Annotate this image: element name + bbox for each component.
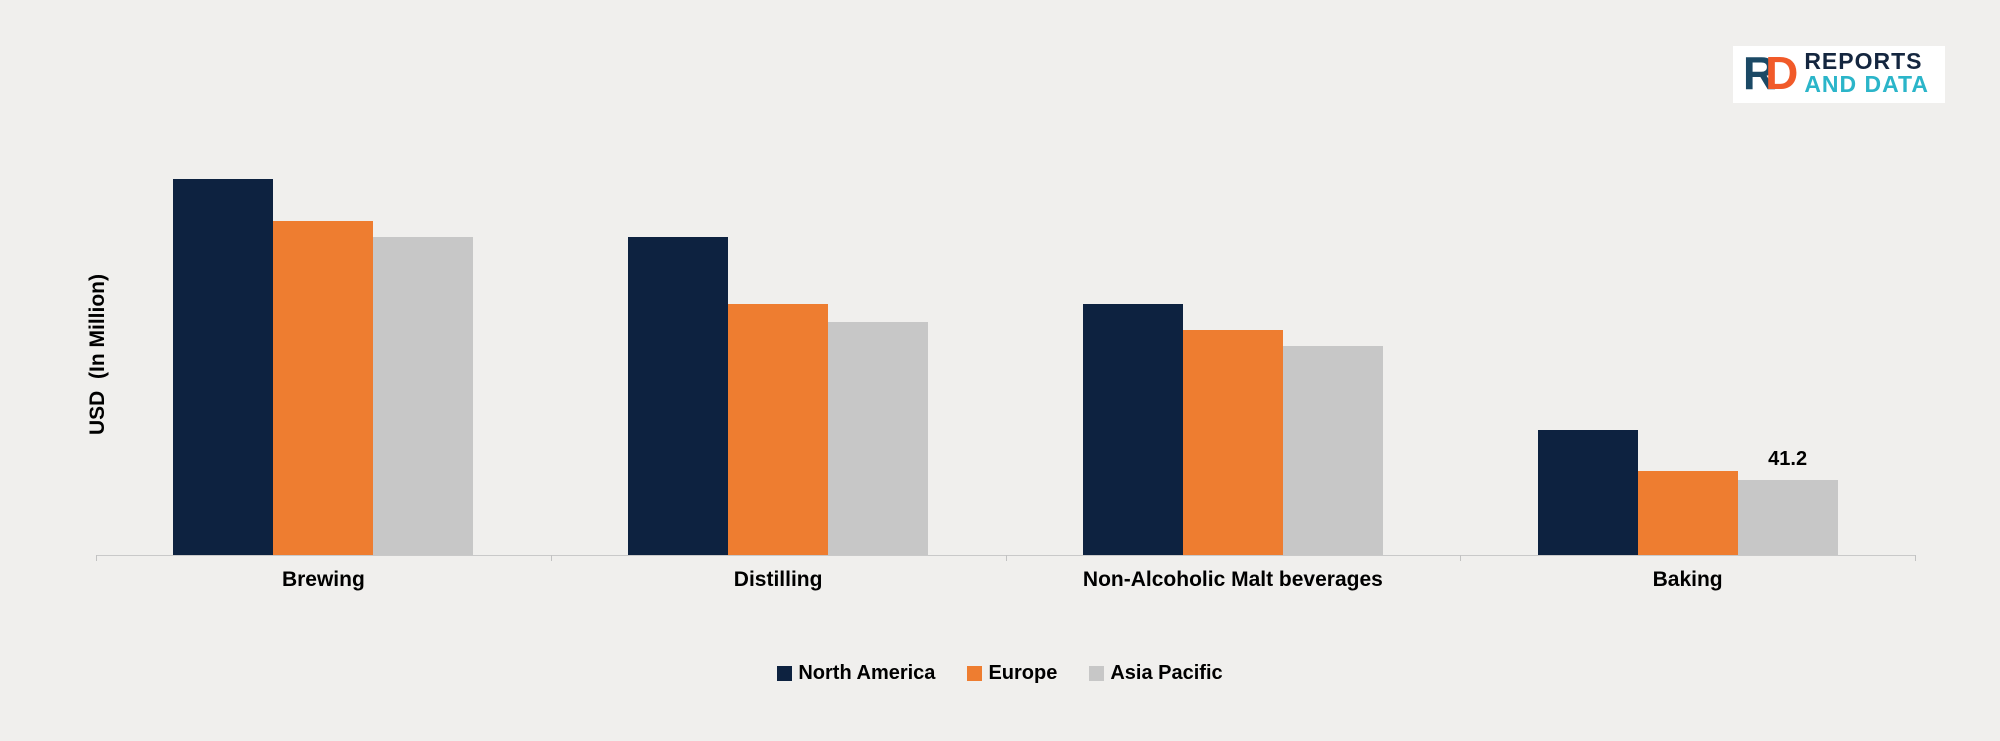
logo-wordmark-anddata: AND DATA — [1804, 71, 1929, 98]
logo-letter-d: D — [1765, 47, 1798, 100]
bar-asia-pacific-brewing — [373, 236, 474, 555]
axis-tick — [1005, 555, 1007, 561]
axis-tick — [1460, 555, 1462, 561]
bar-north-america-brewing — [173, 178, 274, 555]
legend-swatch-europe — [967, 666, 983, 681]
category-label-brewing: Brewing — [281, 568, 365, 591]
category-section-baking: 41.2 — [1460, 429, 1915, 555]
legend-swatch-north-america — [777, 666, 793, 681]
legend-item-asia-pacific: Asia Pacific — [1089, 662, 1223, 685]
category-label-non-alcoholic-malt-beverages: Non-Alcoholic Malt beverages — [1082, 568, 1383, 591]
legend-label-north-america: North America — [798, 662, 936, 684]
bar-asia-pacific-non-alcoholic-malt-beverages — [1282, 345, 1383, 555]
bar-group — [1082, 304, 1383, 555]
axis-tick — [96, 555, 97, 561]
bar-europe-non-alcoholic-malt-beverages — [1182, 329, 1283, 555]
category-section-distilling — [551, 236, 1006, 555]
category-section-non-alcoholic-malt-beverages — [1006, 304, 1461, 555]
legend-swatch-asia-pacific — [1089, 666, 1105, 681]
bar-north-america-distilling — [628, 236, 729, 555]
category-label-baking: Baking — [1652, 568, 1723, 591]
legend-label-europe: Europe — [988, 662, 1058, 684]
bar-north-america-baking — [1537, 429, 1638, 555]
bar-group — [173, 178, 474, 555]
legend-label-asia-pacific: Asia Pacific — [1110, 662, 1223, 684]
brand-logo: RD REPORTS AND DATA — [1732, 46, 1945, 103]
axis-tick — [550, 555, 552, 561]
legend-item-europe: Europe — [967, 662, 1057, 685]
category-section-brewing — [96, 178, 551, 555]
bar-group — [628, 236, 929, 555]
bar-data-label: 41.2 — [1768, 448, 1808, 471]
axis-tick — [1915, 555, 1916, 561]
bar-europe-brewing — [273, 220, 374, 555]
brand-logo-icon: RD — [1742, 47, 1798, 100]
legend: North America Europe Asia Pacific — [0, 662, 2000, 685]
bar-europe-baking — [1637, 471, 1738, 555]
bar-europe-distilling — [728, 304, 829, 555]
brand-logo-text: REPORTS AND DATA — [1804, 48, 1929, 98]
category-labels: Brewing Distilling Non-Alcoholic Malt beve… — [96, 568, 1915, 592]
logo-wordmark-reports: REPORTS — [1804, 48, 1923, 74]
legend-item-north-america: North America — [777, 662, 935, 685]
bar-group: 41.2 — [1537, 429, 1838, 555]
bar-asia-pacific-distilling — [828, 322, 929, 555]
plot-wrap: 41.2 Brewing Distilling Non-Alcoholic Malt… — [96, 155, 1916, 592]
bar-asia-pacific-baking: 41.2 — [1737, 448, 1838, 555]
x-axis-line — [96, 555, 1916, 561]
category-label-distilling: Distilling — [733, 568, 823, 591]
logo-letter-r: R — [1742, 47, 1776, 100]
plot-area: 41.2 — [96, 155, 1915, 555]
bar-north-america-non-alcoholic-malt-beverages — [1082, 304, 1183, 555]
